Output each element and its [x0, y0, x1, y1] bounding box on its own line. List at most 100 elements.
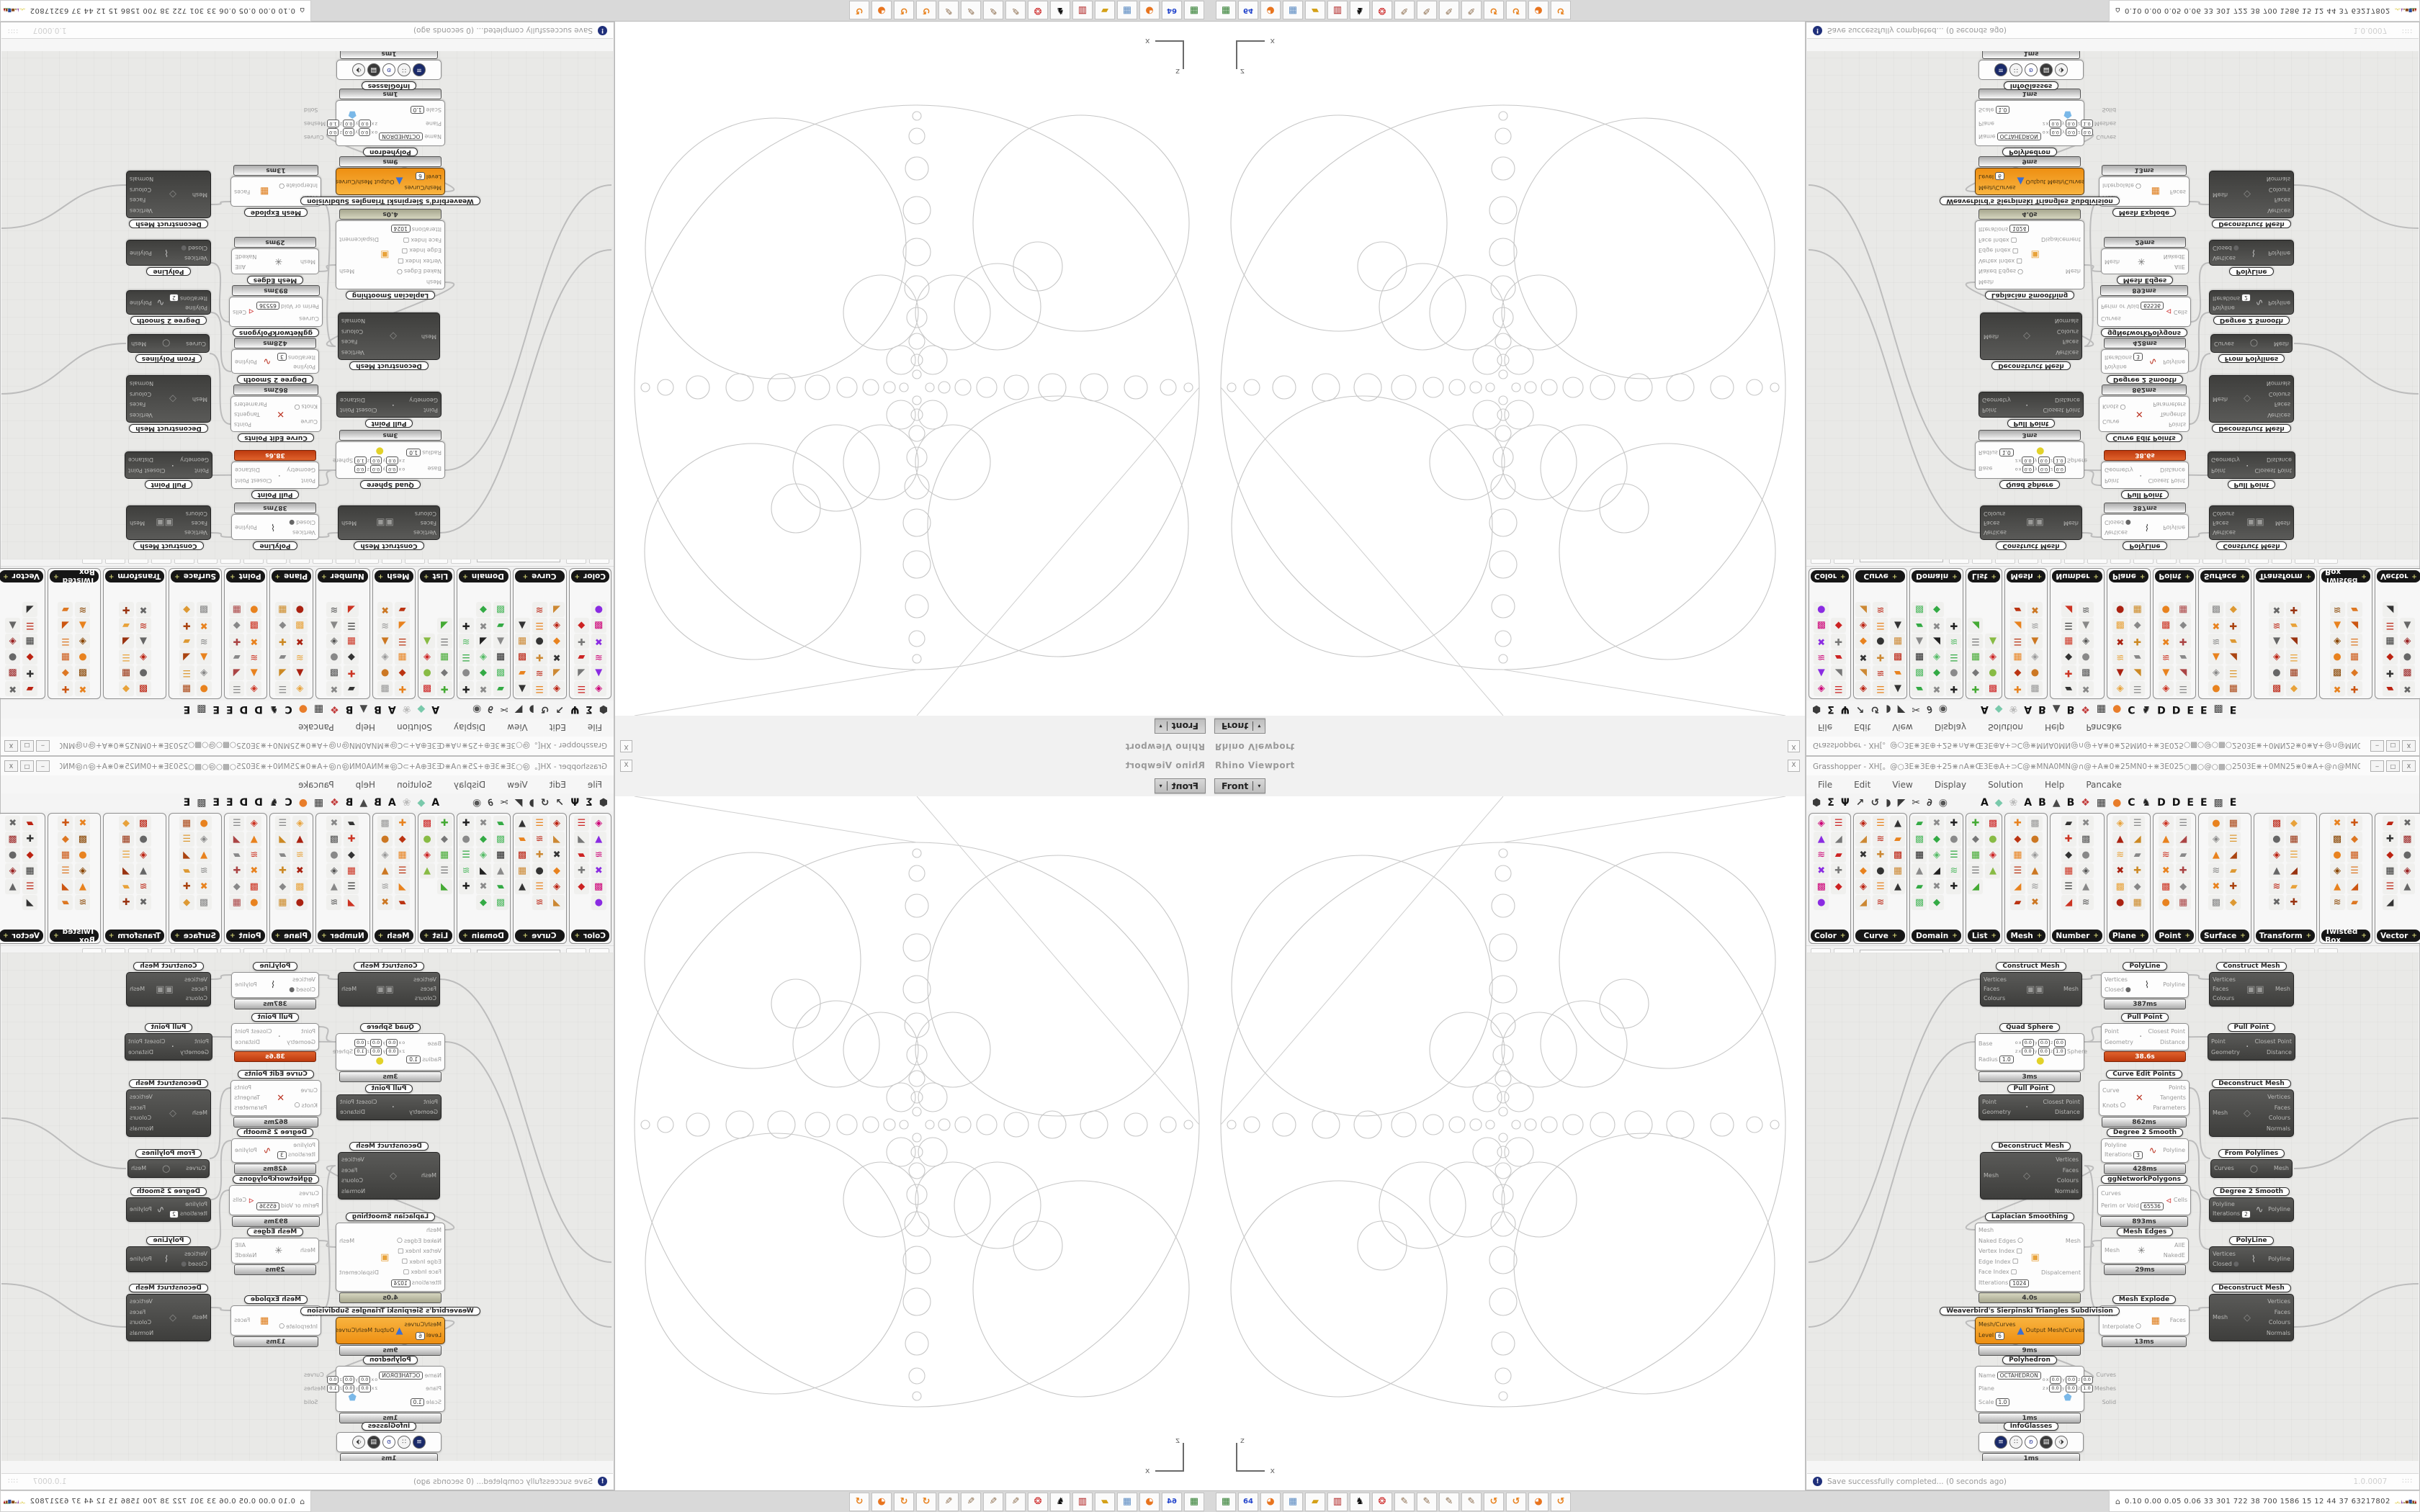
component-icon[interactable]: ◢ [2286, 634, 2302, 649]
expand-plus-icon[interactable]: + [2240, 932, 2246, 940]
component-icon[interactable]: ✚ [2009, 681, 2025, 696]
gh-node-mesh-edges[interactable]: Mesh Edges Mesh ✳ AllE NakedE 29ms [231, 237, 319, 284]
category-tab-icon[interactable]: ⬢ [1812, 796, 1821, 809]
component-icon[interactable]: ▲ [2269, 863, 2285, 878]
gh-node-pull-point[interactable]: Pull Point Point Geometry · Closest Point Dis… [336, 1084, 442, 1120]
component-icon[interactable]: ● [2329, 649, 2345, 665]
component-icon[interactable]: ▲ [2112, 665, 2128, 680]
node-body[interactable]: Vertices Faces Colours ▣▣ Mesh [126, 505, 211, 540]
component-icon[interactable]: ☰ [436, 634, 452, 649]
folder-taskbar-icon[interactable]: ▰ [1095, 1492, 1115, 1511]
gh-titlebar[interactable]: Grasshopper - XH[。@○3E⋇3E⊕+25⋇∩A⋇Œ3E⊕A+⊃… [1, 757, 614, 775]
component-icon[interactable]: ☰ [2009, 634, 2025, 649]
viewport-tab-front[interactable]: Front ▾ [1214, 778, 1266, 793]
component-icon[interactable]: ◆ [395, 832, 411, 847]
menu-item-help[interactable]: Help [355, 722, 376, 733]
component-icon[interactable]: ◈ [475, 649, 491, 665]
component-icon[interactable]: ▰ [1912, 618, 1927, 633]
component-icon[interactable]: ◈ [1929, 847, 1945, 863]
component-icon[interactable]: ▲ [419, 863, 435, 878]
component-icon[interactable]: ≋ [2112, 649, 2128, 665]
component-icon[interactable]: ◆ [1831, 618, 1847, 633]
component-icon[interactable]: ● [75, 649, 91, 665]
component-icon[interactable]: ▲ [135, 863, 151, 878]
component-icon[interactable]: ≋ [532, 832, 547, 847]
value-chip[interactable]: 0.0 [386, 1047, 398, 1056]
component-icon[interactable]: ✚ [229, 863, 245, 878]
component-icon[interactable]: ▩ [2269, 681, 2285, 696]
component-icon[interactable]: ◈ [1929, 649, 1945, 665]
infoglasses-icon[interactable]: ∷ [398, 1436, 411, 1449]
component-icon[interactable]: ▦ [2061, 863, 2076, 878]
node-body[interactable]: Mesh ✳ AllE NakedE [231, 1238, 319, 1264]
component-icon[interactable]: ✚ [458, 879, 474, 894]
expand-plus-icon[interactable]: + [2139, 572, 2146, 580]
menu-item-pancake[interactable]: Pancake [298, 722, 334, 733]
terminal-taskbar-icon[interactable]: ▦ [1216, 1, 1236, 20]
category-tab-icon[interactable]: E [2229, 796, 2237, 809]
component-icon[interactable]: ▦ [2130, 895, 2146, 910]
component-icon[interactable]: ▦ [493, 649, 508, 665]
component-icon[interactable]: ▦ [436, 649, 452, 665]
value-chip[interactable]: 1.0 [1999, 448, 2014, 456]
component-icon[interactable]: ◆ [2347, 832, 2362, 847]
expand-plus-icon[interactable]: + [1891, 932, 1898, 940]
component-icon[interactable]: ● [2399, 847, 2415, 863]
value-chip[interactable]: 3 [2133, 353, 2143, 361]
expand-plus-icon[interactable]: + [230, 932, 236, 940]
category-tab-icon[interactable]: ▦ [313, 703, 324, 716]
category-tab-icon[interactable]: ▩ [2213, 703, 2223, 716]
gimp-4-taskbar-icon[interactable]: ✎ [938, 1, 959, 20]
component-icon[interactable]: ▩ [5, 665, 21, 680]
gh-node-degree-2-smooth[interactable]: Degree 2 Smooth Polyline Iterations 2 ∿ Polyl… [126, 1187, 211, 1222]
component-icon[interactable]: ◢ [2226, 649, 2241, 665]
component-icon[interactable]: ✖ [591, 863, 606, 878]
category-tab-icon[interactable]: ↺ [1870, 703, 1880, 716]
component-icon[interactable]: ✚ [2226, 618, 2241, 633]
category-tab-icon[interactable]: ◉ [472, 703, 482, 716]
component-icon[interactable]: ☰ [2175, 816, 2191, 831]
component-icon[interactable]: ▲ [1890, 879, 1906, 894]
component-icon[interactable]: ● [2158, 895, 2174, 910]
component-icon[interactable]: ◆ [2226, 602, 2241, 617]
component-icon[interactable]: ◆ [436, 665, 452, 680]
value-chip[interactable]: 1.0 [354, 456, 367, 465]
component-icon[interactable]: ☰ [229, 681, 245, 696]
value-chip[interactable]: ▢ [398, 257, 404, 265]
gimp-1-taskbar-icon[interactable]: ✎ [1005, 1, 1026, 20]
blender-1-taskbar-icon[interactable]: ↺ [1484, 1492, 1504, 1511]
blender-3-taskbar-icon[interactable]: ↺ [849, 1, 869, 20]
category-tab-icon[interactable]: ▲ [2052, 703, 2061, 716]
gh-node-from-polylines[interactable]: From Polylines Curves ○ Mesh [127, 334, 210, 363]
component-icon[interactable]: ✚ [573, 863, 589, 878]
component-icon[interactable]: ◈ [326, 634, 342, 649]
gh-node-deconstruct-mesh[interactable]: Deconstruct Mesh Mesh ◇ Vertices Faces Colour… [126, 1079, 211, 1137]
component-icon[interactable]: ✖ [326, 681, 342, 696]
component-icon[interactable]: ▲ [1985, 634, 2001, 649]
component-icon[interactable]: ▲ [5, 618, 21, 633]
gimp-2-taskbar-icon[interactable]: ✎ [983, 1492, 1003, 1511]
component-icon[interactable]: ▲ [196, 847, 212, 863]
menu-item-display[interactable]: Display [1934, 722, 1967, 733]
component-icon[interactable]: ◈ [2399, 634, 2415, 649]
gh-node-pull-point[interactable]: Pull Point Point Geometry · Closest Point Dis… [2101, 450, 2189, 499]
component-icon[interactable]: ◈ [549, 618, 565, 633]
category-tab-icon[interactable]: ◤ [514, 796, 523, 809]
menu-item-edit[interactable]: Edit [1854, 779, 1871, 790]
gimp-4-taskbar-icon[interactable]: ✎ [1461, 1492, 1482, 1511]
component-icon[interactable]: ◢ [549, 665, 565, 680]
category-tab-icon[interactable]: B [345, 796, 354, 809]
gh-node-curve-edit-points[interactable]: Curve Edit Points Curve Knots ○ ✕ Points Tange… [2099, 1070, 2190, 1128]
component-icon[interactable]: ▦ [274, 895, 290, 910]
firefox-2-taskbar-icon[interactable]: ◕ [871, 1492, 892, 1511]
gh-node-curve-edit-points[interactable]: Curve Edit Points Curve Knots ○ ✕ Points Tange… [230, 1070, 321, 1128]
category-tab-icon[interactable]: E [212, 703, 220, 716]
expand-plus-icon[interactable]: + [2184, 572, 2190, 580]
component-icon[interactable]: ✖ [2112, 863, 2128, 878]
component-icon[interactable]: ✚ [2009, 816, 2025, 831]
category-tab-icon[interactable]: E [2200, 796, 2208, 809]
component-icon[interactable]: ▲ [2078, 618, 2094, 633]
component-icon[interactable]: ≋ [1946, 634, 1962, 649]
blender-2-taskbar-icon[interactable]: ↺ [1506, 1, 1526, 20]
